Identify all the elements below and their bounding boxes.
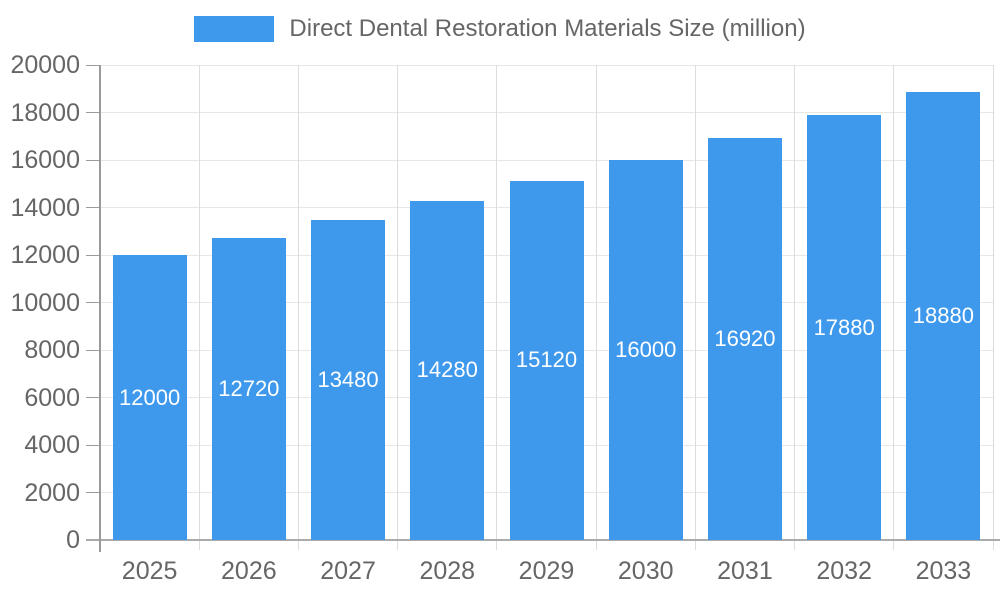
y-axis-tick-label: 18000	[10, 98, 80, 127]
y-gridline	[100, 64, 993, 66]
x-gridline	[496, 65, 498, 550]
x-axis-tick-label: 2028	[419, 557, 476, 585]
bar: 16920	[707, 138, 782, 540]
y-axis-tick-label: 16000	[10, 146, 80, 174]
y-axis-tick-label: 14000	[10, 193, 80, 222]
y-axis-tick-label: 0	[66, 526, 80, 554]
bar-value-label: 14280	[416, 357, 478, 383]
bar-value-label: 15120	[515, 347, 578, 373]
x-gridline	[794, 65, 796, 550]
x-axis-tick-label: 2027	[320, 557, 376, 585]
bar: 14280	[410, 200, 485, 540]
y-tick-mark	[86, 492, 100, 493]
legend[interactable]: Direct Dental Restoration Materials Size…	[0, 15, 1000, 43]
y-gridline	[100, 159, 993, 161]
x-axis-tick-label: 2025	[121, 557, 178, 585]
y-tick-mark	[86, 159, 100, 161]
y-tick-mark	[86, 254, 100, 256]
x-axis-tick-label: 2030	[617, 557, 674, 585]
bar-value-label: 12720	[218, 375, 280, 401]
y-tick-mark	[86, 64, 100, 66]
y-axis-tick-label: 4000	[24, 431, 80, 459]
bar: 18880	[906, 91, 981, 540]
x-gridline	[297, 65, 299, 550]
x-gridline	[397, 65, 399, 550]
x-gridline	[198, 65, 200, 550]
y-tick-mark	[86, 397, 100, 398]
x-gridline	[694, 65, 696, 550]
y-axis-tick-label: 10000	[10, 288, 80, 317]
y-tick-mark	[86, 444, 100, 446]
x-axis-tick-label: 2032	[816, 557, 872, 585]
y-axis-tick-label: 2000	[24, 478, 80, 507]
x-gridline	[595, 65, 597, 550]
x-axis-tick-label: 2026	[221, 557, 277, 585]
y-gridline	[100, 112, 993, 113]
bar-value-label: 16920	[714, 326, 776, 352]
y-tick-mark	[86, 112, 100, 113]
y-axis-tick-label: 20000	[10, 51, 80, 79]
x-axis-tick-label: 2031	[717, 557, 773, 585]
y-axis-tick-label: 12000	[10, 241, 80, 269]
bar: 17880	[807, 115, 882, 540]
bar: 12000	[112, 255, 187, 540]
bar-value-label: 12000	[119, 384, 181, 410]
y-axis-tick-label: 6000	[24, 383, 80, 412]
legend-label: Direct Dental Restoration Materials Size…	[289, 15, 806, 42]
x-gridline	[992, 65, 994, 550]
bar: 16000	[608, 160, 683, 540]
bar: 15120	[509, 180, 584, 540]
bar-value-label: 13480	[317, 366, 379, 392]
legend-swatch-icon	[194, 16, 275, 42]
y-tick-mark	[86, 302, 100, 303]
y-tick-mark	[86, 207, 100, 208]
x-axis-tick-label: 2033	[915, 557, 972, 585]
x-gridline	[893, 65, 895, 550]
bar: 13480	[311, 219, 386, 540]
bar-value-label: 16000	[615, 337, 677, 362]
bar: 12720	[211, 237, 286, 540]
x-axis-line	[86, 539, 1000, 541]
x-axis-tick-label: 2029	[518, 557, 575, 585]
bar-value-label: 17880	[813, 314, 875, 340]
y-tick-mark	[86, 349, 100, 351]
y-axis-line	[99, 65, 101, 552]
y-axis-tick-label: 8000	[24, 336, 80, 364]
bar-value-label: 18880	[912, 302, 974, 328]
